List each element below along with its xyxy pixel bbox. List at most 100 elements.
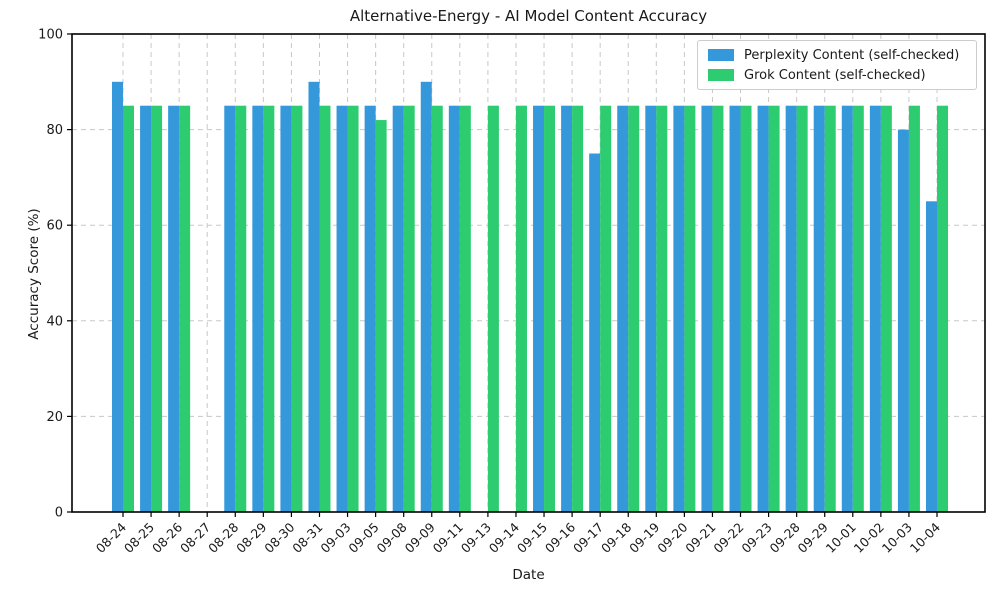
x-tick-label-09-14: 09-14 xyxy=(486,519,522,555)
bar-perplexity-09-21 xyxy=(701,105,713,512)
bar-grok-10-02 xyxy=(880,105,892,512)
bar-grok-09-28 xyxy=(796,105,808,512)
x-tick-label-09-11: 09-11 xyxy=(430,520,466,556)
x-axis-label: Date xyxy=(512,567,545,583)
bar-grok-08-30 xyxy=(291,105,303,512)
bar-grok-09-19 xyxy=(656,105,668,512)
bar-grok-09-11 xyxy=(459,105,471,512)
bar-grok-09-20 xyxy=(684,105,696,512)
bar-perplexity-09-28 xyxy=(785,105,797,512)
y-tick-label-0: 0 xyxy=(55,506,63,521)
bar-perplexity-09-16 xyxy=(561,105,573,512)
x-tick-label-09-29: 09-29 xyxy=(795,519,831,555)
legend-label-grok: Grok Content (self-checked) xyxy=(744,67,926,83)
x-tick-label-09-03: 09-03 xyxy=(317,520,353,556)
bar-perplexity-08-31 xyxy=(308,81,320,513)
x-tick-label-08-24: 08-24 xyxy=(93,519,129,555)
x-tick-label-09-20: 09-20 xyxy=(654,519,690,555)
bar-grok-09-13 xyxy=(487,105,499,512)
x-tick-label-08-29: 08-29 xyxy=(233,519,269,555)
x-tick-label-08-27: 08-27 xyxy=(177,520,213,556)
legend-label-perplexity: Perplexity Content (self-checked) xyxy=(744,47,960,63)
y-tick-label-100: 100 xyxy=(38,28,63,43)
x-tick-label-08-31: 08-31 xyxy=(289,520,325,556)
bar-grok-08-29 xyxy=(263,105,275,512)
bar-grok-09-18 xyxy=(628,105,640,512)
x-tick-label-09-19: 09-19 xyxy=(626,519,662,555)
bar-perplexity-09-29 xyxy=(813,105,825,512)
legend-entry-perplexity: Perplexity Content (self-checked) xyxy=(708,47,966,63)
bar-perplexity-09-23 xyxy=(757,105,769,512)
legend-swatch-grok xyxy=(708,69,734,81)
x-tick-label-09-13: 09-13 xyxy=(458,520,494,556)
bar-grok-08-24 xyxy=(123,105,134,512)
bar-grok-09-08 xyxy=(403,105,415,512)
bar-perplexity-08-30 xyxy=(280,105,292,512)
bar-perplexity-08-26 xyxy=(168,105,180,512)
bar-grok-08-26 xyxy=(179,105,191,512)
x-tick-label-09-15: 09-15 xyxy=(514,520,550,556)
y-tick-label-80: 80 xyxy=(46,123,63,138)
x-tick-label-09-22: 09-22 xyxy=(710,520,746,556)
legend-swatch-perplexity xyxy=(708,49,734,61)
chart-title: Alternative-Energy - AI Model Content Ac… xyxy=(349,7,708,25)
bar-grok-09-16 xyxy=(572,105,584,512)
x-tick-label-09-21: 09-21 xyxy=(682,520,718,556)
bar-perplexity-09-05 xyxy=(364,105,376,512)
x-tick-label-09-05: 09-05 xyxy=(345,520,381,556)
x-tick-label-09-18: 09-18 xyxy=(598,519,634,555)
bar-perplexity-09-11 xyxy=(448,105,460,512)
bar-perplexity-08-24 xyxy=(112,81,123,513)
bar-perplexity-08-25 xyxy=(140,105,152,512)
x-tick-label-09-23: 09-23 xyxy=(738,520,774,556)
bar-grok-09-05 xyxy=(375,120,387,512)
bar-grok-09-09 xyxy=(431,105,443,512)
x-tick-label-10-04: 10-04 xyxy=(907,519,943,555)
bar-perplexity-09-17 xyxy=(589,153,601,512)
bar-perplexity-09-22 xyxy=(729,105,741,512)
bar-perplexity-10-03 xyxy=(897,129,909,512)
bar-perplexity-08-29 xyxy=(252,105,264,512)
y-tick-label-40: 40 xyxy=(46,314,63,329)
x-tick-label-08-28: 08-28 xyxy=(205,519,241,555)
bar-grok-10-01 xyxy=(852,105,864,512)
bar-grok-08-28 xyxy=(235,105,247,512)
x-tick-label-08-30: 08-30 xyxy=(261,519,297,555)
bar-perplexity-09-20 xyxy=(673,105,685,512)
bar-grok-09-22 xyxy=(740,105,752,512)
x-tick-label-09-09: 09-09 xyxy=(402,519,438,555)
bar-grok-10-03 xyxy=(908,105,920,512)
bar-grok-10-04 xyxy=(937,105,948,512)
y-tick-label-20: 20 xyxy=(46,410,63,425)
x-tick-label-08-25: 08-25 xyxy=(121,520,157,556)
bar-grok-08-25 xyxy=(151,105,163,512)
x-tick-label-09-28: 09-28 xyxy=(766,519,802,555)
x-tick-label-09-17: 09-17 xyxy=(570,520,606,556)
bar-grok-09-17 xyxy=(600,105,612,512)
y-axis-label: Accuracy Score (%) xyxy=(26,208,42,340)
bar-perplexity-09-15 xyxy=(533,105,545,512)
bar-perplexity-08-28 xyxy=(224,105,236,512)
bar-grok-09-21 xyxy=(712,105,724,512)
bar-perplexity-09-03 xyxy=(336,105,348,512)
legend: Perplexity Content (self-checked) Grok C… xyxy=(697,40,977,90)
axes-spines xyxy=(71,33,986,513)
bar-grok-09-14 xyxy=(515,105,527,512)
x-tick-label-10-03: 10-03 xyxy=(879,520,915,556)
bar-grok-09-23 xyxy=(768,105,780,512)
legend-entry-grok: Grok Content (self-checked) xyxy=(708,67,966,83)
x-tick-label-10-01: 10-01 xyxy=(823,520,859,556)
bar-perplexity-09-19 xyxy=(645,105,657,512)
x-tick-label-09-16: 09-16 xyxy=(542,519,578,555)
bar-grok-09-03 xyxy=(347,105,359,512)
bar-grok-09-29 xyxy=(824,105,836,512)
y-tick-label-60: 60 xyxy=(46,219,63,234)
x-tick-label-08-26: 08-26 xyxy=(149,519,185,555)
bar-perplexity-10-02 xyxy=(869,105,881,512)
x-tick-label-09-08: 09-08 xyxy=(374,519,410,555)
bar-grok-08-31 xyxy=(319,105,331,512)
bar-perplexity-09-08 xyxy=(392,105,404,512)
bar-perplexity-09-18 xyxy=(617,105,629,512)
